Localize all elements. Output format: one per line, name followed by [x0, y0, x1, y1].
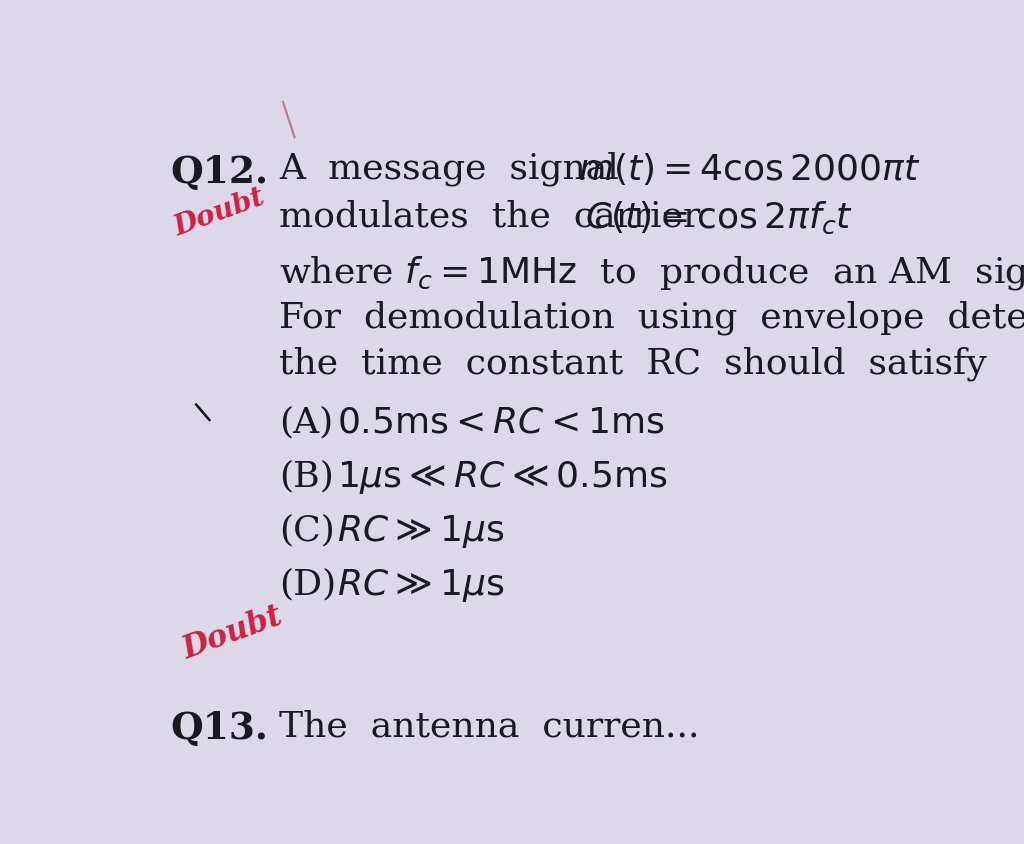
Text: modulates  the  carrier: modulates the carrier [280, 200, 723, 234]
Text: $RC\gg 1\mu\mathrm{s}$: $RC\gg 1\mu\mathrm{s}$ [337, 513, 505, 549]
Text: the  time  constant  RC  should  satisfy: the time constant RC should satisfy [280, 346, 987, 381]
Text: $C(t)=\cos 2\pi f_c t$: $C(t)=\cos 2\pi f_c t$ [586, 200, 853, 236]
Text: A  message  signal: A message signal [280, 151, 642, 186]
Text: For  demodulation  using  envelope  detector: For demodulation using envelope detector [280, 300, 1024, 334]
Text: (C): (C) [280, 513, 335, 547]
Text: (A): (A) [280, 405, 334, 439]
Text: Doubt: Doubt [171, 184, 269, 241]
Text: (D): (D) [280, 566, 336, 601]
Text: $RC\gg 1\mu\mathrm{s}$: $RC\gg 1\mu\mathrm{s}$ [337, 566, 505, 603]
Text: where $f_c=1\mathrm{MHz}$  to  produce  an AM  signal.: where $f_c=1\mathrm{MHz}$ to produce an … [280, 253, 1024, 291]
Text: Doubt: Doubt [178, 599, 287, 664]
Text: Q13.: Q13. [171, 709, 268, 746]
Text: (B): (B) [280, 459, 334, 493]
Text: The  antenna  curren...: The antenna curren... [280, 709, 699, 743]
Text: $m(t)=4\cos 2000\pi t$: $m(t)=4\cos 2000\pi t$ [578, 151, 920, 187]
Text: $1\mu\mathrm{s}\ll RC\ll 0.5\mathrm{ms}$: $1\mu\mathrm{s}\ll RC\ll 0.5\mathrm{ms}$ [337, 459, 668, 496]
Text: Q12.: Q12. [171, 154, 268, 191]
Text: $0.5\mathrm{ms}<RC<1\mathrm{ms}$: $0.5\mathrm{ms}<RC<1\mathrm{ms}$ [337, 405, 665, 439]
